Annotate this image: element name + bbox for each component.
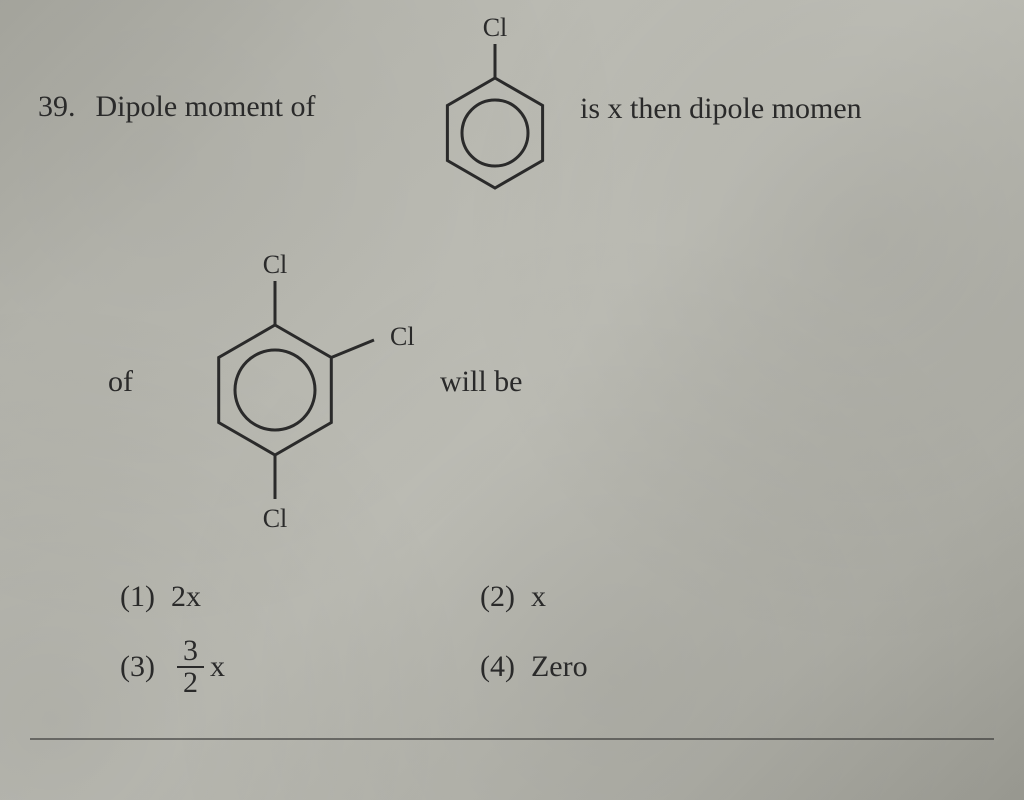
option-4-value: Zero	[531, 650, 588, 684]
option-3-num: (3)	[120, 650, 155, 684]
question-text-1: Dipole moment of	[96, 90, 316, 124]
bottom-divider	[30, 738, 994, 740]
option-3-frac-bot: 2	[177, 668, 204, 698]
option-2: (2) x	[480, 580, 840, 614]
trichlorobenzene-structure: Cl Cl Cl	[160, 225, 440, 560]
option-3-suffix: x	[210, 650, 225, 684]
cl-label-right: Cl	[390, 322, 415, 351]
cl-label-top: Cl	[483, 13, 508, 42]
option-1-value: 2x	[171, 580, 201, 614]
option-2-value: x	[531, 580, 546, 614]
option-4-num: (4)	[480, 650, 515, 684]
option-row-1: (1) 2x (2) x	[120, 580, 840, 614]
option-1: (1) 2x	[120, 580, 480, 614]
question-line-1: 39. Dipole moment of	[38, 90, 315, 124]
cl-label-bottom: Cl	[263, 504, 288, 533]
option-3-frac-top: 3	[177, 636, 204, 668]
option-1-num: (1)	[120, 580, 155, 614]
benzene-circle	[235, 350, 315, 430]
question-number: 39.	[38, 90, 76, 124]
options-block: (1) 2x (2) x (3) 3 2 x (4) Zero	[120, 580, 840, 720]
option-4: (4) Zero	[480, 636, 840, 698]
option-2-num: (2)	[480, 580, 515, 614]
option-3-fraction: 3 2	[177, 636, 204, 698]
benzene-circle	[462, 100, 528, 166]
option-row-2: (3) 3 2 x (4) Zero	[120, 636, 840, 698]
cl-label-top: Cl	[263, 250, 288, 279]
question-text-2: is x then dipole momen	[580, 92, 862, 126]
bond-right	[331, 340, 374, 358]
question-text-4: will be	[440, 365, 523, 399]
question-text-3: of	[108, 365, 133, 399]
option-3: (3) 3 2 x	[120, 636, 480, 698]
chlorobenzene-structure: Cl	[420, 8, 570, 223]
exam-page: 39. Dipole moment of Cl is x then dipole…	[0, 0, 1024, 800]
